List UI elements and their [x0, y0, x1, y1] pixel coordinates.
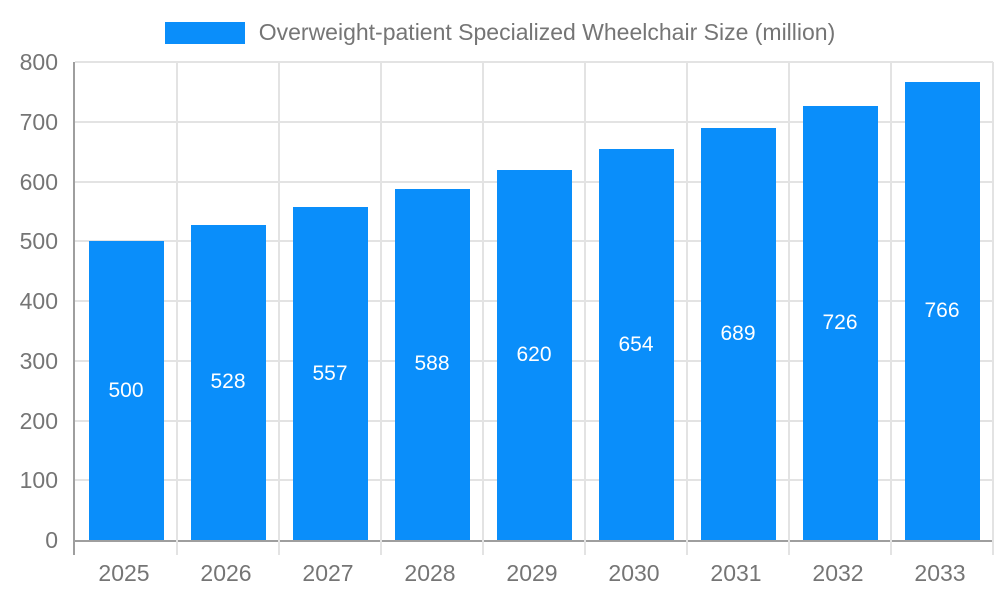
bar-value-label: 726: [822, 311, 858, 335]
bar-2025[interactable]: 500: [88, 241, 164, 540]
bar-value-label: 766: [924, 299, 960, 323]
y-axis-tick-label: 800: [19, 49, 58, 75]
v-gridline: [278, 62, 280, 555]
v-gridline: [788, 62, 790, 555]
v-gridline: [890, 62, 892, 555]
y-axis-tick-label: 0: [45, 527, 58, 553]
axis-tick: [73, 540, 75, 555]
bar-value-label: 654: [618, 332, 654, 356]
v-gridline: [380, 62, 382, 555]
bar-2029[interactable]: 620: [496, 169, 572, 540]
y-axis-tick-label: 300: [19, 347, 58, 374]
x-axis-tick-label: 2030: [608, 560, 660, 586]
bar-2030[interactable]: 654: [598, 149, 674, 540]
bar-2032[interactable]: 726: [802, 106, 878, 540]
y-axis-tick-label: 400: [19, 288, 58, 314]
v-gridline: [176, 62, 178, 555]
bar-value-label: 689: [720, 322, 756, 346]
x-axis-tick-label: 2028: [404, 560, 456, 586]
v-gridline: [992, 62, 994, 555]
x-axis-tick-label: 2032: [812, 560, 864, 586]
legend-label: Overweight-patient Specialized Wheelchai…: [258, 19, 836, 45]
y-axis-tick-label: 200: [19, 407, 58, 434]
legend-swatch: [164, 21, 245, 44]
x-axis-tick-label: 2031: [710, 560, 762, 586]
bar-2031[interactable]: 689: [700, 128, 776, 540]
x-axis-tick-label: 2025: [98, 560, 150, 586]
v-gridline: [482, 62, 484, 555]
v-gridline: [584, 62, 586, 555]
bar-2028[interactable]: 588: [394, 188, 470, 540]
bar-value-label: 588: [414, 352, 450, 376]
bar-2026[interactable]: 528: [190, 224, 266, 540]
v-gridline: [686, 62, 688, 555]
y-axis-tick-label: 100: [19, 467, 58, 494]
x-axis-tick-label: 2033: [914, 560, 966, 586]
h-gridline-700: [75, 120, 993, 123]
x-axis-tick-label: 2026: [200, 560, 252, 586]
bar-2033[interactable]: 766: [904, 82, 980, 540]
plot-area: 500 528 557 588 620 654 689 726 766: [73, 61, 994, 555]
x-axis-tick-label: 2027: [302, 560, 354, 586]
y-axis-tick-label: 600: [19, 168, 58, 195]
bar-value-label: 500: [108, 378, 144, 402]
bar-value-label: 557: [312, 361, 348, 385]
y-axis-tick-label: 500: [19, 228, 58, 255]
bar-2027[interactable]: 557: [292, 207, 368, 540]
chart-legend[interactable]: Overweight-patient Specialized Wheelchai…: [0, 19, 1000, 46]
h-gridline-800: [75, 61, 993, 63]
bar-value-label: 528: [210, 370, 246, 394]
bar-value-label: 620: [516, 342, 552, 366]
x-axis-tick-label: 2029: [506, 560, 558, 586]
y-axis-tick-label: 700: [19, 108, 58, 135]
